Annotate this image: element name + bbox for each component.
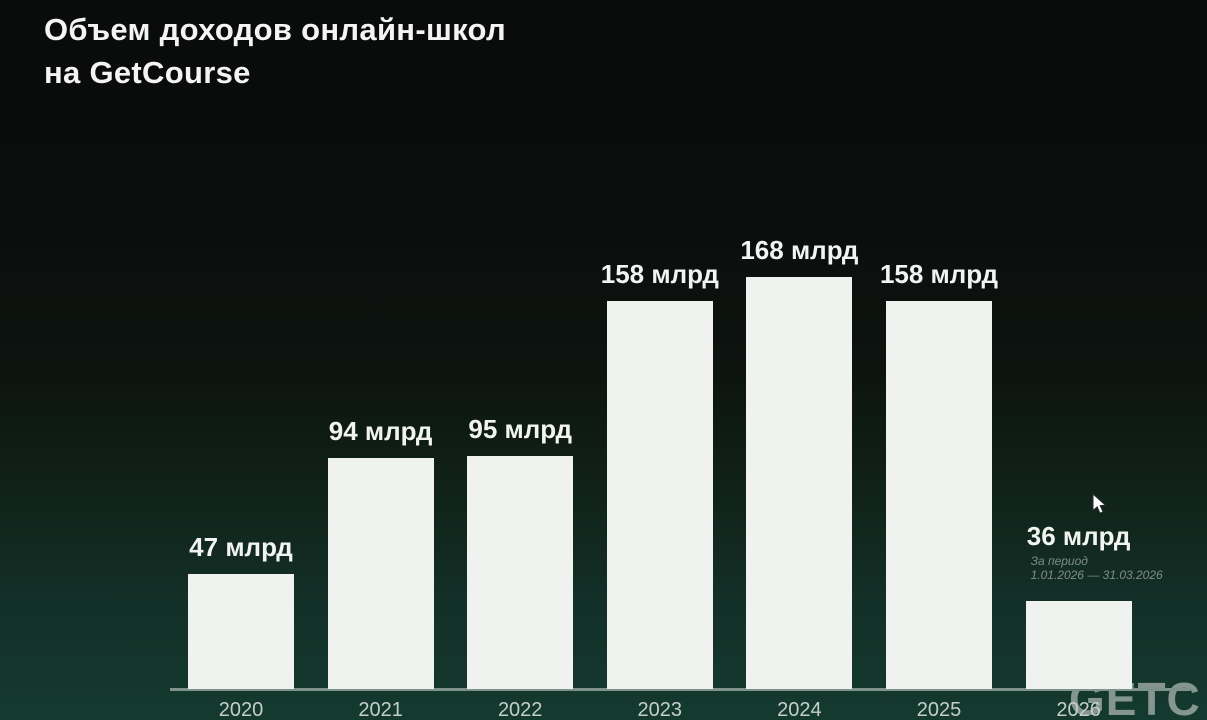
bar-period-note-line1: За период xyxy=(1030,553,1088,568)
x-axis-label-2020: 2020 xyxy=(218,699,264,720)
bar-value-label-2021: 94 млрд xyxy=(328,416,433,447)
bar-2026 xyxy=(1025,600,1132,689)
chart-title-line2: на GetCourse xyxy=(44,55,251,90)
chart-title-line1: Объем доходов онлайн-школ xyxy=(44,12,506,47)
bar-value-label-2025: 158 млрд xyxy=(879,259,999,290)
x-axis-label-2025: 2025 xyxy=(916,699,962,720)
x-axis-label-2021: 2021 xyxy=(358,699,403,720)
bar-2025 xyxy=(886,301,992,689)
bar-value-label-2026: 36 млрд xyxy=(1026,520,1131,551)
bar-period-note-line2: 1.01.2026 — 31.03.2026 xyxy=(1030,568,1163,583)
bar-value-label-2024: 168 млрд xyxy=(740,234,859,265)
bar-2020 xyxy=(188,573,294,689)
x-axis-label-2026: 2026 xyxy=(1056,699,1101,720)
bar-value-label-2020: 47 млрд xyxy=(189,531,293,562)
bar-2024 xyxy=(746,276,853,689)
x-axis-label-2023: 2023 xyxy=(637,699,683,720)
bar-period-note: За период 1.01.2026 — 31.03.2026 xyxy=(1031,554,1201,583)
x-axis-line xyxy=(170,688,1190,691)
bar-value-label-2023: 158 млрд xyxy=(600,259,719,290)
x-axis-label-2022: 2022 xyxy=(497,699,543,720)
mouse-cursor-icon xyxy=(1092,493,1107,514)
x-axis-label-2024: 2024 xyxy=(777,699,822,720)
bar-2023 xyxy=(606,301,713,689)
chart-title: Объем доходов онлайн-школ на GetCourse xyxy=(44,8,506,94)
bar-2021 xyxy=(327,458,434,689)
bar-2022 xyxy=(467,455,574,689)
bar-value-label-2022: 95 млрд xyxy=(468,413,572,444)
